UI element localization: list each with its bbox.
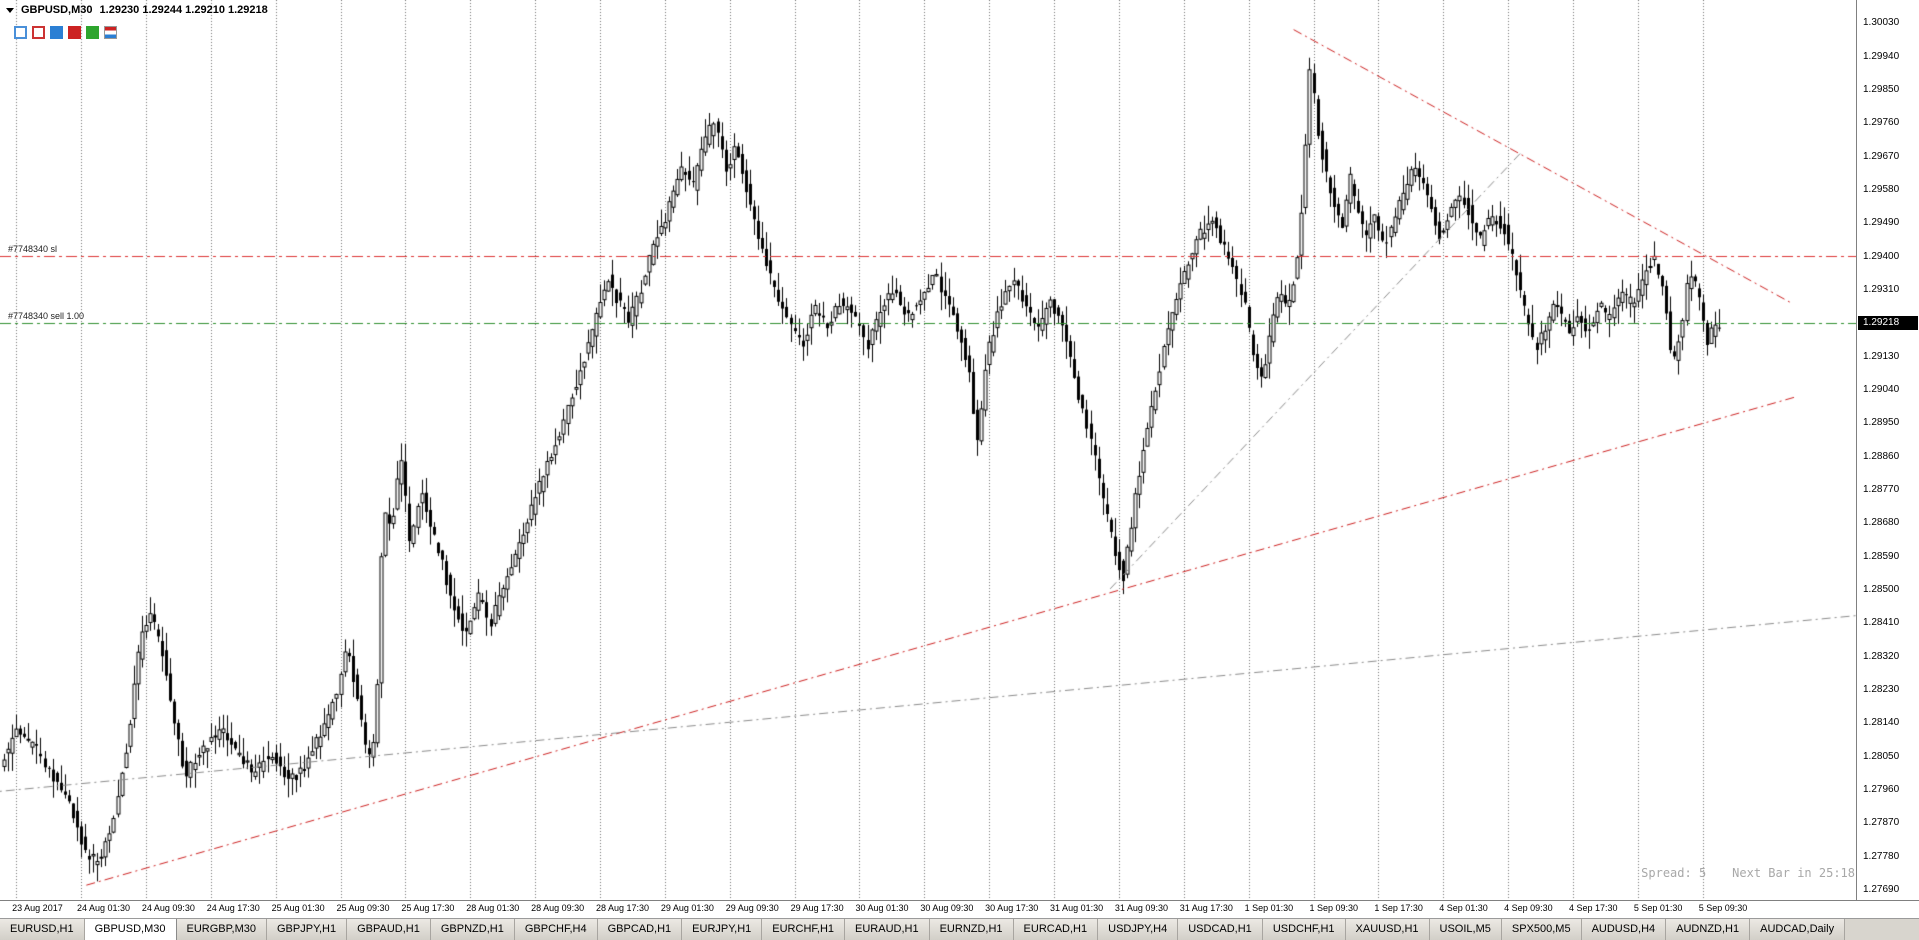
price-tick: 1.29850 (1863, 83, 1900, 95)
price-tick: 1.27690 (1863, 883, 1900, 895)
time-label: 4 Sep 09:30 (1504, 903, 1553, 913)
tab-gbpjpy-h1[interactable]: GBPJPY,H1 (267, 919, 348, 940)
tab-xauusd-h1[interactable]: XAUUSD,H1 (1345, 919, 1430, 940)
time-label: 4 Sep 01:30 (1439, 903, 1488, 913)
time-axis[interactable]: 23 Aug 2017 24 Aug 01:30 24 Aug 09:30 24 Au… (0, 900, 1919, 918)
time-label: 28 Aug 01:30 (466, 903, 520, 913)
tab-audnzd-h1[interactable]: AUDNZD,H1 (1666, 919, 1751, 940)
sell-line-label[interactable]: #7748340 sell 1.00 (8, 310, 85, 321)
price-axis[interactable]: 1.29218 1.30030 1.29940 1.29850 1.29760 1.29… (1856, 0, 1919, 900)
price-tick: 1.29040 (1863, 383, 1900, 395)
tab-gbpchf-h4[interactable]: GBPCHF,H4 (514, 919, 598, 940)
time-label: 1 Sep 17:30 (1374, 903, 1423, 913)
tab-bar: EURUSD,H1 GBPUSD,M30 EURGBP,M30 GBPJPY,H1 GB… (0, 918, 1919, 940)
time-label: 24 Aug 01:30 (77, 903, 131, 913)
price-tick: 1.28500 (1863, 583, 1900, 595)
symbol-menu-icon[interactable] (6, 7, 14, 13)
time-label: 30 Aug 09:30 (920, 903, 974, 913)
time-label: 31 Aug 01:30 (1050, 903, 1104, 913)
tab-gbpaud-h1[interactable]: GBPAUD,H1 (347, 919, 431, 940)
price-tick: 1.28320 (1863, 650, 1900, 662)
tab-eurgbp-m30[interactable]: EURGBP,M30 (176, 919, 267, 940)
time-label: 1 Sep 09:30 (1309, 903, 1359, 913)
price-tick: 1.27960 (1863, 783, 1900, 795)
status-overlay: Spread: 5 Next Bar in 25:18 (1641, 866, 1855, 880)
tab-spx500-m5[interactable]: SPX500,M5 (1501, 919, 1582, 940)
time-label: 30 Aug 17:30 (985, 903, 1039, 913)
time-label: 23 Aug 2017 (12, 903, 63, 913)
swatch-outline-blue-icon[interactable] (14, 26, 27, 39)
tab-gbpcad-h1[interactable]: GBPCAD,H1 (597, 919, 683, 940)
price-tick: 1.30030 (1863, 17, 1900, 29)
price-tick: 1.29130 (1863, 350, 1900, 362)
price-tick: 1.29940 (1863, 50, 1900, 62)
price-tick: 1.28410 (1863, 617, 1900, 629)
tab-eurusd-h1[interactable]: EURUSD,H1 (0, 919, 85, 940)
price-tick: 1.28230 (1863, 683, 1900, 695)
price-chart-canvas[interactable] (0, 0, 1856, 900)
time-label: 25 Aug 17:30 (401, 903, 455, 913)
time-label: 25 Aug 01:30 (271, 903, 325, 913)
time-label: 28 Aug 09:30 (531, 903, 585, 913)
price-tick: 1.28680 (1863, 517, 1900, 529)
tab-usdcad-h1[interactable]: USDCAD,H1 (1178, 919, 1263, 940)
time-label: 4 Sep 17:30 (1568, 903, 1618, 913)
swatch-red-icon[interactable] (68, 26, 81, 39)
tab-audusd-h4[interactable]: AUDUSD,H4 (1581, 919, 1667, 940)
chart-window: GBPUSD,M30 1.29230 1.29244 1.29210 1.292… (0, 0, 1919, 900)
swatch-outline-red-icon[interactable] (32, 26, 45, 39)
time-label: 29 Aug 01:30 (660, 903, 714, 913)
price-tick: 1.28140 (1863, 717, 1900, 729)
price-tick: 1.28950 (1863, 417, 1900, 429)
tab-audcad-daily[interactable]: AUDCAD,Daily (1750, 919, 1846, 940)
tab-eurnzd-h1[interactable]: EURNZD,H1 (929, 919, 1014, 940)
sl-line-label[interactable]: #7748340 sl (8, 243, 58, 254)
price-tick: 1.29580 (1863, 183, 1900, 195)
time-label: 31 Aug 17:30 (1179, 903, 1233, 913)
time-label: 29 Aug 17:30 (790, 903, 844, 913)
price-tick: 1.27870 (1863, 817, 1900, 829)
tab-usdjpy-h4[interactable]: USDJPY,H4 (1098, 919, 1179, 940)
price-tick: 1.29400 (1863, 250, 1900, 262)
time-label: 31 Aug 09:30 (1114, 903, 1168, 913)
price-tick: 1.29760 (1863, 117, 1900, 129)
price-tick: 1.27780 (1863, 850, 1900, 862)
time-label: 1 Sep 01:30 (1244, 903, 1294, 913)
spread-label: Spread: 5 (1641, 866, 1707, 880)
price-tick: 1.28590 (1863, 550, 1900, 562)
chart-header: GBPUSD,M30 1.29230 1.29244 1.29210 1.292… (6, 4, 268, 16)
time-label: 29 Aug 09:30 (725, 903, 779, 913)
price-tick: 1.28860 (1863, 450, 1900, 462)
toolbar-swatches (14, 26, 117, 39)
tab-gbpusd-m30[interactable]: GBPUSD,M30 (84, 919, 177, 940)
price-tick: 1.29310 (1863, 283, 1900, 295)
time-label: 28 Aug 17:30 (595, 903, 650, 913)
time-label: 5 Sep 09:30 (1698, 903, 1748, 913)
tab-usdchf-h1[interactable]: USDCHF,H1 (1262, 919, 1346, 940)
time-label: 5 Sep 01:30 (1633, 903, 1683, 913)
tab-eurcad-h1[interactable]: EURCAD,H1 (1013, 919, 1099, 940)
time-label: 24 Aug 17:30 (206, 903, 260, 913)
time-label: 24 Aug 09:30 (141, 903, 195, 913)
swatch-blue-icon[interactable] (50, 26, 63, 39)
swatch-green-icon[interactable] (86, 26, 99, 39)
price-tick: 1.29670 (1863, 150, 1900, 162)
tab-euraud-h1[interactable]: EURAUD,H1 (845, 919, 930, 940)
tab-gbpnzd-h1[interactable]: GBPNZD,H1 (430, 919, 515, 940)
tab-eurjpy-h1[interactable]: EURJPY,H1 (682, 919, 763, 940)
time-label: 25 Aug 09:30 (336, 903, 390, 913)
ohlc-readout: 1.29230 1.29244 1.29210 1.29218 (99, 4, 268, 16)
swatch-flag-icon[interactable] (104, 26, 117, 39)
price-tick: 1.28050 (1863, 750, 1900, 762)
time-label: 30 Aug 01:30 (855, 903, 909, 913)
symbol-title: GBPUSD,M30 (21, 4, 93, 16)
next-bar-label: Next Bar in 25:18 (1732, 866, 1855, 880)
tab-usoil-m5[interactable]: USOIL,M5 (1429, 919, 1502, 940)
price-tick: 1.29490 (1863, 217, 1900, 229)
price-tick: 1.28770 (1863, 483, 1900, 495)
tab-eurchf-h1[interactable]: EURCHF,H1 (762, 919, 846, 940)
current-price-badge: 1.29218 (1858, 315, 1918, 330)
